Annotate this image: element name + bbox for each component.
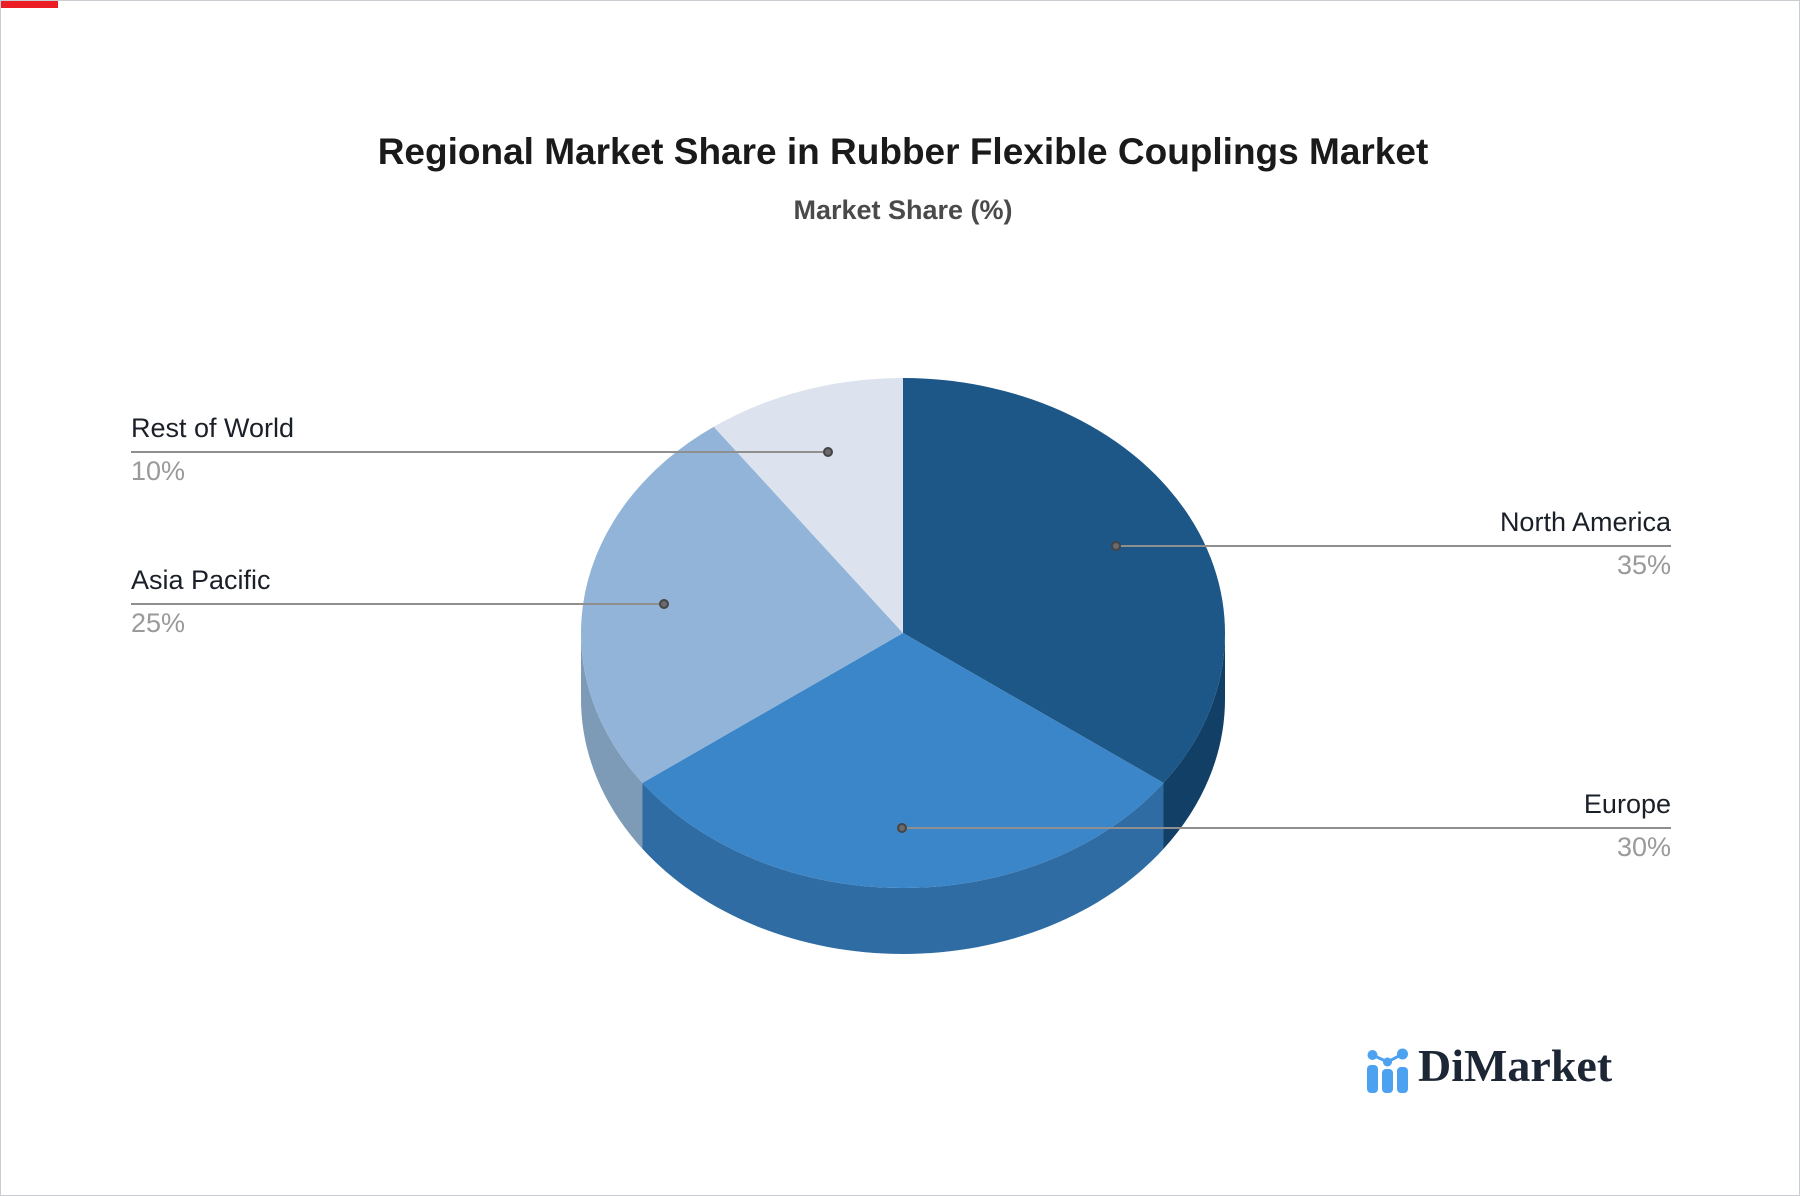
slice-label-asia-pacific: Asia Pacific (131, 565, 271, 595)
bar-line-chart-icon (1367, 1048, 1408, 1093)
slice-pct-asia-pacific: 25% (131, 608, 186, 638)
label-connectors (131, 451, 1671, 829)
pie-slice-europe[interactable] (642, 633, 1164, 888)
pie-slices (581, 378, 1225, 888)
leader-dot-north-america (1111, 541, 1121, 551)
pie-slice-north-america[interactable] (903, 378, 1225, 783)
slice-pct-north-america: 35% (1616, 550, 1671, 580)
pie-3d-sides (581, 633, 1225, 954)
leader-dot-europe (897, 823, 907, 833)
leader-dot-asia-pacific (659, 599, 669, 609)
pie-slice-asia-pacific[interactable] (581, 426, 903, 783)
screen-artifact-red-strip (1, 1, 58, 8)
slice-label-north-america: North America (1499, 507, 1671, 537)
chart-subtitle: Market Share (%) (793, 195, 1013, 225)
pie-side-north-america (1163, 633, 1225, 849)
slice-pct-rest-of-world: 10% (131, 456, 186, 486)
page-title: Regional Market Share in Rubber Flexible… (377, 131, 1429, 172)
slice-label-rest-of-world: Rest of World (131, 413, 295, 443)
pie-side-europe (642, 782, 1164, 954)
leader-dots (659, 447, 1121, 833)
slice-pct-europe: 30% (1616, 832, 1671, 862)
brand-logo: DiMarket (1364, 1041, 1612, 1097)
pie-side-asia-pacific (581, 633, 643, 849)
leader-dot-rest-of-world (823, 447, 833, 457)
logo-text: DiMarket (1418, 1040, 1613, 1091)
slice-label-europe: Europe (1583, 789, 1671, 819)
pie-slice-rest-of-world[interactable] (713, 378, 903, 633)
